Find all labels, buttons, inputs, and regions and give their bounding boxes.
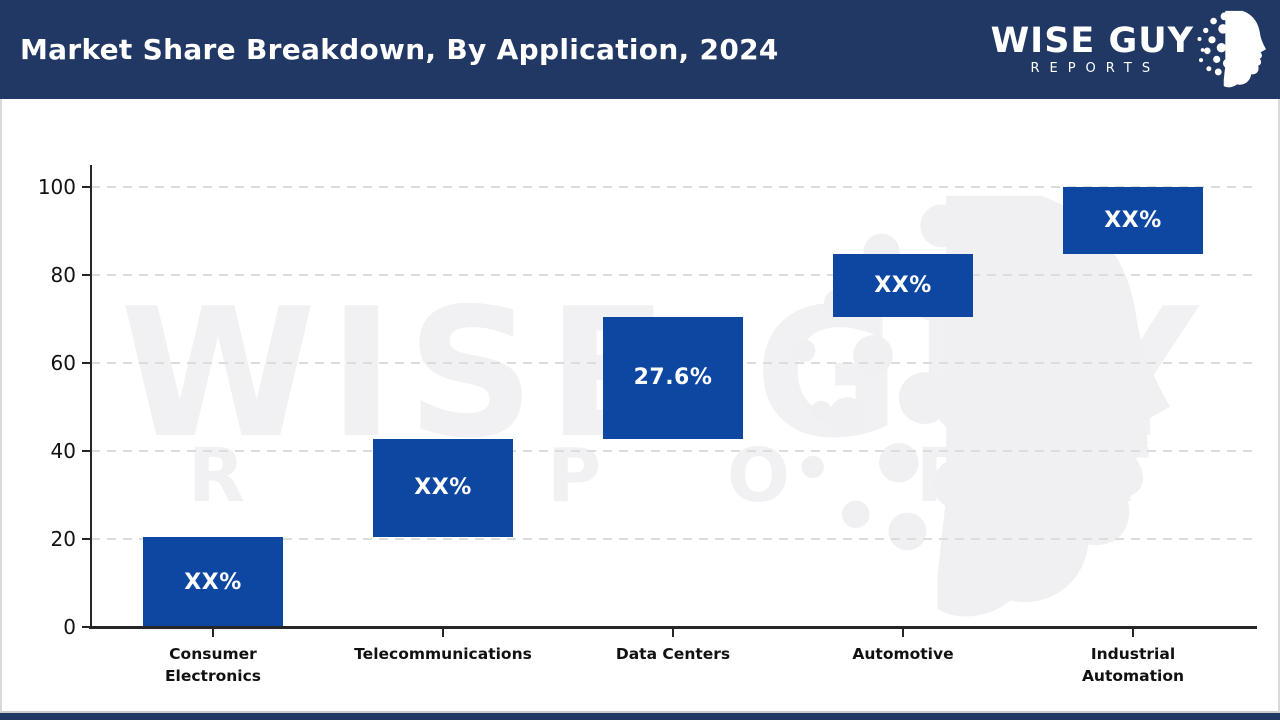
y-tick-mark-0 xyxy=(82,626,90,628)
footer-bar xyxy=(0,713,1280,720)
bar-2: 27.6% xyxy=(603,317,743,439)
gridline-40 xyxy=(91,450,1255,452)
y-tick-mark-40 xyxy=(82,450,90,452)
y-tick-label-80: 80 xyxy=(50,263,76,287)
logo-subtitle: REPORTS xyxy=(1030,61,1161,76)
chart-area: WISE GUY R E P O R T S 020406080100XX%Co… xyxy=(0,99,1280,713)
bar-value-label-1: XX% xyxy=(414,475,472,501)
y-tick-mark-80 xyxy=(82,274,90,276)
x-tick-label-0: Consumer Electronics xyxy=(164,645,262,686)
bar-value-label-0: XX% xyxy=(184,569,242,595)
bar-0: XX% xyxy=(143,537,283,627)
y-tick-label-60: 60 xyxy=(50,351,76,375)
wise-guy-reports-logo: WISE GUY REPORTS xyxy=(991,8,1266,92)
logo-text: WISE GUY REPORTS xyxy=(990,21,1194,77)
x-tick-mark-4 xyxy=(1132,629,1134,637)
y-axis-spine xyxy=(90,165,92,629)
y-tick-label-20: 20 xyxy=(50,527,76,551)
y-tick-mark-20 xyxy=(82,538,90,540)
bar-value-label-2: 27.6% xyxy=(633,365,713,391)
gridline-100 xyxy=(91,186,1255,188)
bar-4: XX% xyxy=(1063,187,1203,254)
chart-title: Market Share Breakdown, By Application, … xyxy=(20,33,779,66)
y-tick-mark-60 xyxy=(82,362,90,364)
gridline-80 xyxy=(91,274,1255,276)
x-tick-label-2: Data Centers xyxy=(615,645,731,663)
x-tick-mark-3 xyxy=(902,629,904,637)
x-tick-label-3: Automotive xyxy=(852,645,954,663)
x-tick-mark-2 xyxy=(672,629,674,637)
y-tick-mark-100 xyxy=(82,186,90,188)
header-bar: Market Share Breakdown, By Application, … xyxy=(0,0,1280,99)
logo-head-icon xyxy=(1197,10,1266,88)
logo-wordmark: WISE GUY xyxy=(990,21,1194,61)
bar-3: XX% xyxy=(833,253,973,318)
x-tick-label-1: Telecommunications xyxy=(354,645,532,663)
y-tick-label-0: 0 xyxy=(63,615,76,639)
x-tick-mark-1 xyxy=(442,629,444,637)
y-tick-label-100: 100 xyxy=(37,175,76,199)
x-tick-label-4: Industrial Automation xyxy=(1081,645,1185,686)
bar-value-label-3: XX% xyxy=(874,273,932,299)
y-tick-label-40: 40 xyxy=(50,439,76,463)
x-tick-mark-0 xyxy=(212,629,214,637)
bar-1: XX% xyxy=(373,438,513,538)
x-axis-spine xyxy=(89,626,1257,629)
gridline-20 xyxy=(91,538,1255,540)
bar-value-label-4: XX% xyxy=(1104,207,1162,233)
